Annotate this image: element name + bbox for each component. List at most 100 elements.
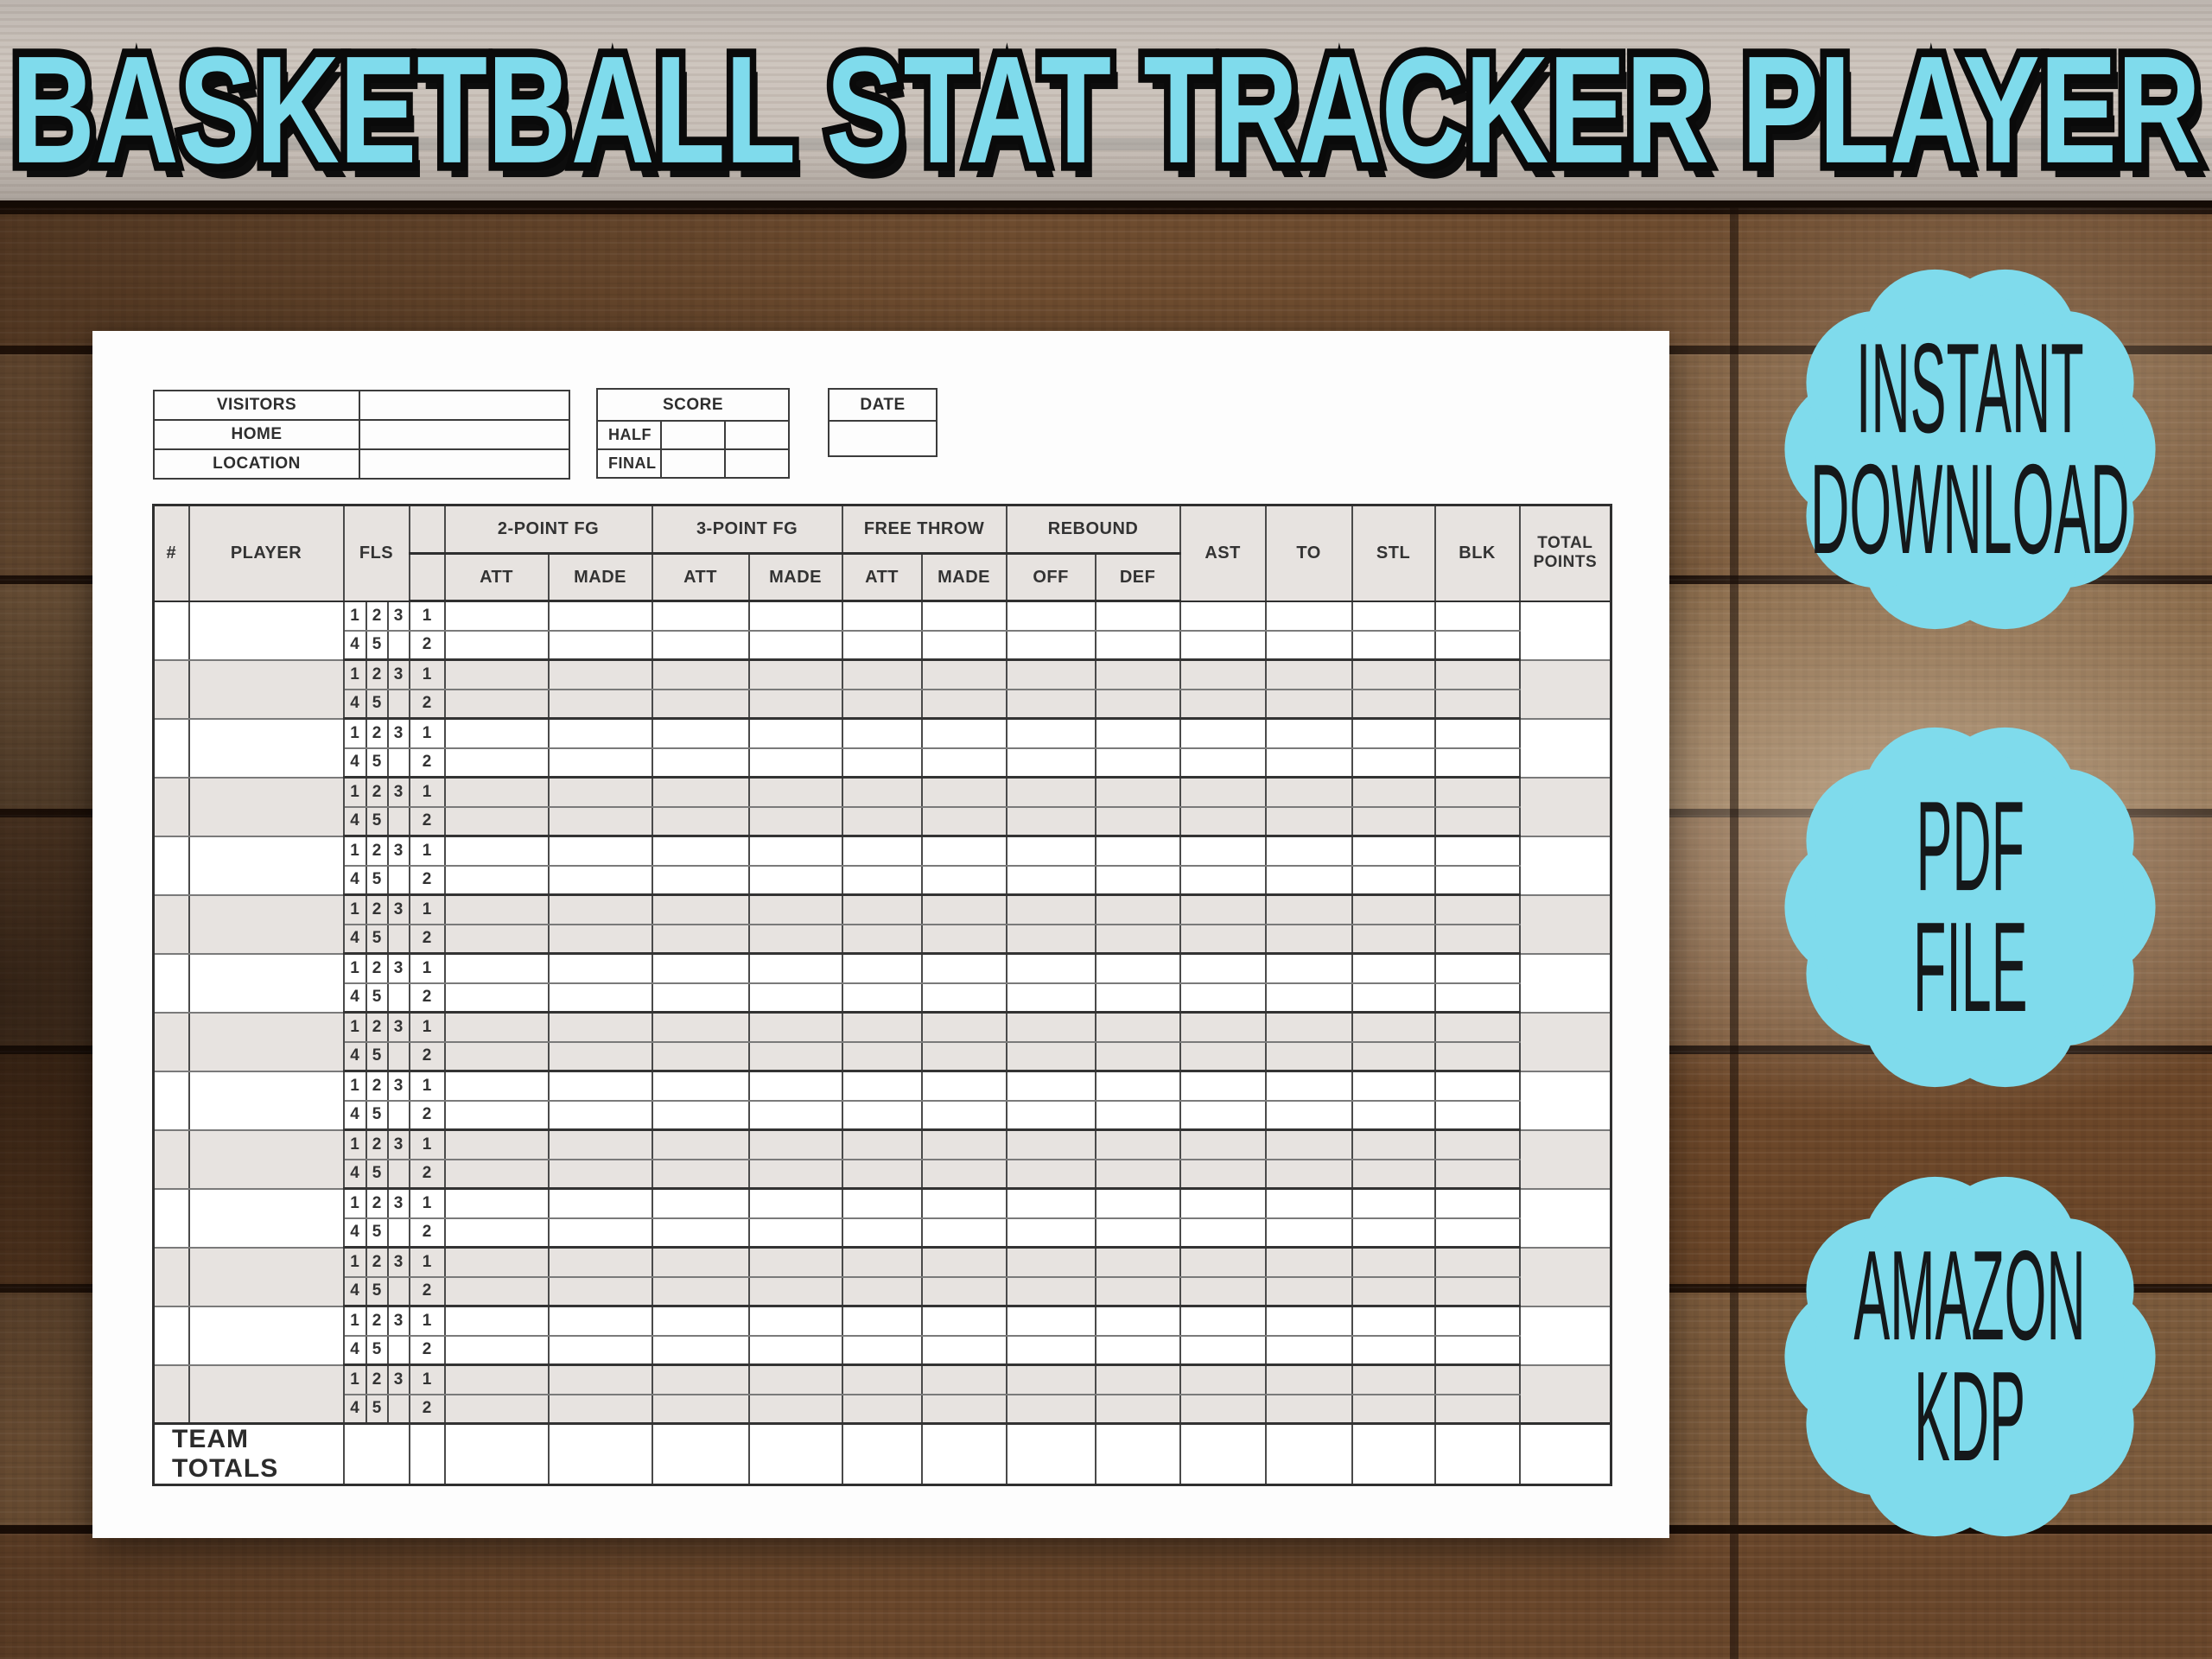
player-row-half2: 4 5 2 xyxy=(154,1217,1611,1249)
stat-cell xyxy=(1005,1070,1096,1102)
foul-box-1: 1 xyxy=(342,717,367,749)
foul-box-1: 1 xyxy=(342,658,367,690)
home-value-cell xyxy=(359,419,570,450)
badge-amazon-kdp: AMAZON KDP xyxy=(1776,1162,2164,1551)
stat-cell xyxy=(1179,923,1267,955)
total-points-cell xyxy=(1518,717,1612,779)
player-number-cell xyxy=(152,776,190,837)
stat-cell xyxy=(1264,717,1353,749)
stat-cell xyxy=(547,893,653,925)
stat-cell xyxy=(1264,982,1353,1014)
stat-table-header: # PLAYER FLS 2-POINT FG 3-POINT FG FREE … xyxy=(152,504,1612,602)
stat-cell xyxy=(443,1158,550,1190)
foul-box-2: 2 xyxy=(365,1128,389,1160)
foul-box-4: 4 xyxy=(342,747,367,779)
half-1-marker: 1 xyxy=(408,600,446,632)
stat-cell xyxy=(1264,1393,1353,1425)
stat-cell xyxy=(1264,747,1353,779)
stat-cell xyxy=(1005,1187,1096,1219)
home-row: HOME xyxy=(153,419,570,450)
stat-cell xyxy=(747,747,843,779)
half-1-marker: 1 xyxy=(408,1128,446,1160)
stat-cell xyxy=(443,1363,550,1395)
stat-cell xyxy=(1179,600,1267,632)
stat-cell xyxy=(1005,1040,1096,1072)
half-2-marker: 2 xyxy=(408,864,446,896)
stat-cell xyxy=(1005,1011,1096,1043)
half-2-marker: 2 xyxy=(408,1275,446,1307)
badge-line: DOWNLOAD xyxy=(1810,437,2130,581)
half-score-cell xyxy=(723,420,791,450)
stat-cell xyxy=(443,1187,550,1219)
foul-box-5: 5 xyxy=(365,1275,389,1307)
stat-cell xyxy=(1005,835,1096,867)
stat-cell xyxy=(920,1334,1007,1366)
foul-box-1: 1 xyxy=(342,1305,367,1337)
stat-cell xyxy=(747,1217,843,1249)
stat-cell xyxy=(1264,629,1353,661)
stat-cell xyxy=(747,1128,843,1160)
totals-fouls-cell xyxy=(342,1422,410,1486)
stat-cell xyxy=(747,1305,843,1337)
stat-cell xyxy=(1094,1217,1181,1249)
stat-cell xyxy=(1433,1305,1521,1337)
player-row-half2: 4 5 2 xyxy=(154,923,1611,955)
date-table: DATE xyxy=(828,388,938,457)
home-label: HOME xyxy=(153,419,360,450)
stat-cell xyxy=(841,893,923,925)
rebound-def-header: DEF xyxy=(1094,552,1181,602)
foul-box-4: 4 xyxy=(342,1217,367,1249)
total-points-cell xyxy=(1518,1246,1612,1307)
stat-cell xyxy=(1094,688,1181,720)
stat-cell xyxy=(747,864,843,896)
stat-cell xyxy=(1005,923,1096,955)
foul-box-2: 2 xyxy=(365,1363,389,1395)
stat-cell xyxy=(651,982,750,1014)
stat-cell xyxy=(1005,629,1096,661)
stat-cell xyxy=(547,952,653,984)
stat-cell xyxy=(651,1040,750,1072)
stat-cell xyxy=(1179,1305,1267,1337)
foul-box-empty xyxy=(386,1099,410,1131)
foul-box-3: 3 xyxy=(386,1246,410,1278)
stat-cell xyxy=(651,1334,750,1366)
stat-cell xyxy=(1179,1393,1267,1425)
stat-cell xyxy=(1005,1393,1096,1425)
stat-cell xyxy=(1005,717,1096,749)
foul-box-1: 1 xyxy=(342,776,367,808)
player-row-half1: 1 2 3 1 xyxy=(152,1187,1612,1249)
badge-line: INSTANT xyxy=(1856,316,2084,460)
foul-box-4: 4 xyxy=(342,1393,367,1425)
player-row-half2: 4 5 2 xyxy=(154,1275,1611,1307)
stat-cell xyxy=(547,1334,653,1366)
stat-cell xyxy=(1351,893,1436,925)
visitors-value-cell xyxy=(359,390,570,421)
stat-cell xyxy=(1094,1070,1181,1102)
stat-cell xyxy=(547,776,653,808)
stat-cell xyxy=(1005,1217,1096,1249)
foul-box-3: 3 xyxy=(386,717,410,749)
stat-cell xyxy=(1264,1275,1353,1307)
stat-cell xyxy=(1264,1158,1353,1190)
foul-box-3: 3 xyxy=(386,952,410,984)
foul-box-empty xyxy=(386,1217,410,1249)
stat-cell xyxy=(1179,864,1267,896)
stat-cell xyxy=(747,1158,843,1190)
stat-cell xyxy=(920,1275,1007,1307)
player-column-header: PLAYER xyxy=(188,504,345,602)
stat-cell xyxy=(920,717,1007,749)
stat-cell xyxy=(1264,1099,1353,1131)
totals-half-cell xyxy=(408,1422,446,1486)
stat-cell xyxy=(1094,1275,1181,1307)
stat-cell xyxy=(841,1275,923,1307)
stat-cell xyxy=(651,1275,750,1307)
stat-cell xyxy=(1433,982,1521,1014)
stat-cell xyxy=(1179,747,1267,779)
stat-cell xyxy=(1433,1040,1521,1072)
foul-box-1: 1 xyxy=(342,1246,367,1278)
two-point-att-header: ATT xyxy=(443,552,550,602)
stat-cell xyxy=(920,864,1007,896)
stat-cell xyxy=(1005,982,1096,1014)
totals-stat-cell xyxy=(841,1422,923,1486)
foul-box-2: 2 xyxy=(365,776,389,808)
